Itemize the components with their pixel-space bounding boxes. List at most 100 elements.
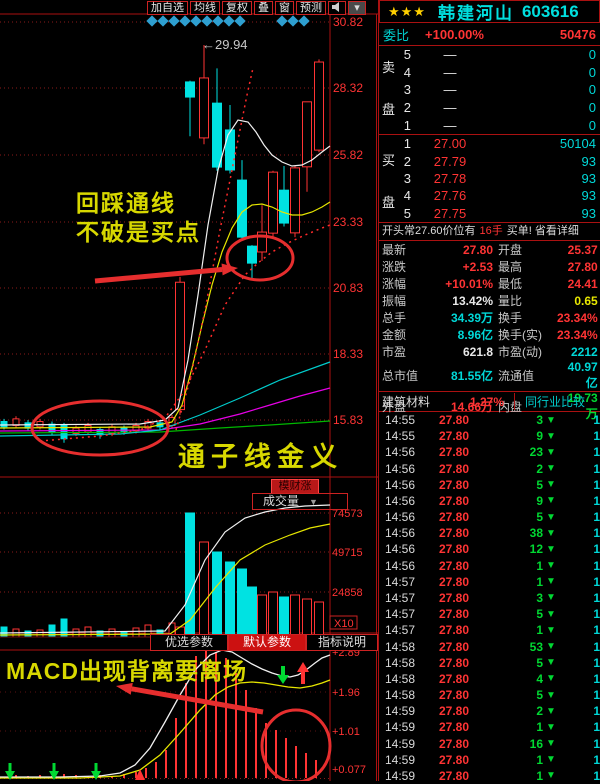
down-arrow-icon: ▼	[546, 721, 556, 733]
volume-overlay-button[interactable]: 模财涨	[271, 479, 319, 494]
ma-line-cyan	[0, 361, 331, 437]
indicator-selector[interactable]: 成交量 ▼	[252, 493, 348, 510]
weibi-value: +100.00%	[425, 26, 484, 42]
diamond-marker	[298, 15, 310, 27]
trade-extra: 1	[593, 526, 600, 541]
trade-time: 14:57	[385, 607, 416, 622]
sell-signal-arrow	[277, 675, 289, 684]
window-button[interactable]: 窗	[275, 1, 294, 15]
quote-label: 最高	[498, 260, 523, 274]
trade-price: 27.80	[438, 590, 470, 605]
trade-time: 14:56	[385, 510, 416, 525]
buy-side-label: 盘	[382, 195, 396, 210]
trade-price: 27.80	[438, 639, 470, 654]
down-arrow-icon: ▼	[546, 770, 556, 782]
trade-row: 14:56 27.80 1 ▼ 1	[379, 558, 600, 574]
trade-row: 14:58 27.80 53 ▼ 1	[379, 638, 600, 654]
candle-body	[12, 418, 20, 426]
trade-count: 1	[536, 720, 543, 735]
quote-row: 涨幅 +10.01% 最低 24.41	[379, 275, 600, 292]
trade-time: 14:55	[385, 429, 416, 444]
diamond-marker	[168, 15, 180, 27]
trade-price: 27.80	[438, 623, 470, 638]
trade-extra: 1	[593, 768, 600, 783]
quote-row: 总市值 81.55亿 流通值 40.97亿	[379, 360, 600, 391]
volume-bar	[132, 627, 140, 638]
trade-time: 14:56	[385, 461, 416, 476]
trade-extra: 1	[593, 493, 600, 508]
trade-count: 2	[536, 461, 543, 476]
volume-bar	[24, 630, 32, 638]
trade-price: 27.80	[438, 655, 470, 670]
annotation-arrow	[131, 686, 264, 715]
volume-ma-yellow	[0, 523, 331, 636]
trade-row: 14:56 27.80 38 ▼ 1	[379, 525, 600, 541]
trade-count: 5	[536, 688, 543, 703]
buy-order-book: 1 27.00 50104 2 27.79 93 3 27.78 93 4 27.76 93 5 27.7…	[379, 135, 600, 223]
order-level: 3	[403, 170, 411, 186]
macd-axis-label: +0.077	[332, 764, 366, 776]
quote-row: 涨跌 +2.53 最高 27.80	[379, 258, 600, 275]
candle-body	[302, 101, 312, 168]
volume-bar	[257, 594, 267, 638]
ticker-link: 买单! 省看详细	[506, 225, 579, 237]
stock-code: 603616	[521, 1, 579, 21]
trend-dotted-line	[175, 67, 254, 431]
candle-body	[225, 129, 235, 171]
quote-value: 0.65	[574, 293, 598, 308]
trade-time: 14:58	[385, 688, 416, 703]
news-ticker[interactable]: 开头常27.60价位有 16手 买单! 省看详细	[379, 223, 600, 241]
quote-row: 最新 27.80 开盘 25.37	[379, 241, 600, 258]
down-arrow-icon: ▼	[546, 543, 556, 555]
trade-extra: 1	[593, 752, 600, 767]
trade-extra: 1	[593, 623, 600, 638]
annotation-macd-divergence: MACD出现背离要离场	[6, 658, 247, 684]
trade-row: 14:58 27.80 4 ▼ 1	[379, 671, 600, 687]
speaker-icon[interactable]	[328, 1, 346, 15]
order-price: —	[443, 47, 457, 63]
quote-row: 金额 8.96亿 换手(实) 23.34%	[379, 326, 600, 343]
adjust-price-button[interactable]: 复权	[222, 1, 252, 15]
sell-side-label: 盘	[382, 102, 396, 117]
trade-extra: 1	[593, 607, 600, 622]
price-axis-label: 20.83	[333, 281, 363, 295]
order-price: 27.00	[433, 136, 467, 152]
annotation-pullback: 回踩通线 不破是买点	[76, 190, 201, 245]
sector-row: 建筑材料 1.27% 同行业比较	[379, 392, 600, 412]
trade-price: 27.80	[438, 477, 470, 492]
ma-line-green	[0, 420, 331, 434]
down-arrow-icon: ▼	[546, 705, 556, 717]
candle-body	[237, 179, 247, 238]
trade-count: 1	[536, 558, 543, 573]
down-arrow-icon: ▼	[546, 738, 556, 750]
candle-body	[314, 61, 324, 151]
volume-bar	[279, 596, 289, 638]
trade-count: 53	[529, 639, 543, 654]
quote-value: 14.66万	[450, 400, 493, 414]
quote-label: 市盈(动)	[498, 345, 542, 359]
trade-time: 14:57	[385, 574, 416, 589]
rating-stars: ★★★	[388, 3, 426, 19]
ma-button[interactable]: 均线	[190, 1, 220, 15]
candle-body	[257, 231, 267, 253]
sector-compare-link[interactable]: 同行业比较	[514, 393, 600, 410]
volume-bar	[247, 586, 257, 638]
diamond-marker	[276, 15, 288, 27]
down-arrow-icon: ▼	[546, 608, 556, 620]
volume-bar	[314, 601, 324, 638]
tab-indicator-help[interactable]: 指标说明	[306, 634, 378, 651]
trade-extra: 1	[593, 655, 600, 670]
forecast-button[interactable]: 预测	[296, 1, 326, 15]
order-price: 27.75	[433, 205, 467, 221]
trade-count: 38	[529, 526, 543, 541]
down-arrow-icon: ▼	[546, 673, 556, 685]
add-watchlist-button[interactable]: 加自选	[147, 1, 188, 15]
order-volume: 0	[588, 47, 596, 63]
volume-axis-label: 49715	[332, 547, 363, 559]
tab-default-params[interactable]: 默认参数	[228, 634, 306, 651]
trade-price: 27.80	[438, 429, 470, 444]
toolbar-dropdown-icon[interactable]: ▾	[348, 1, 366, 15]
overlay-button[interactable]: 叠	[254, 1, 273, 15]
tab-preferred-params[interactable]: 优选参数	[150, 634, 228, 651]
macd-dea-line	[0, 679, 331, 779]
